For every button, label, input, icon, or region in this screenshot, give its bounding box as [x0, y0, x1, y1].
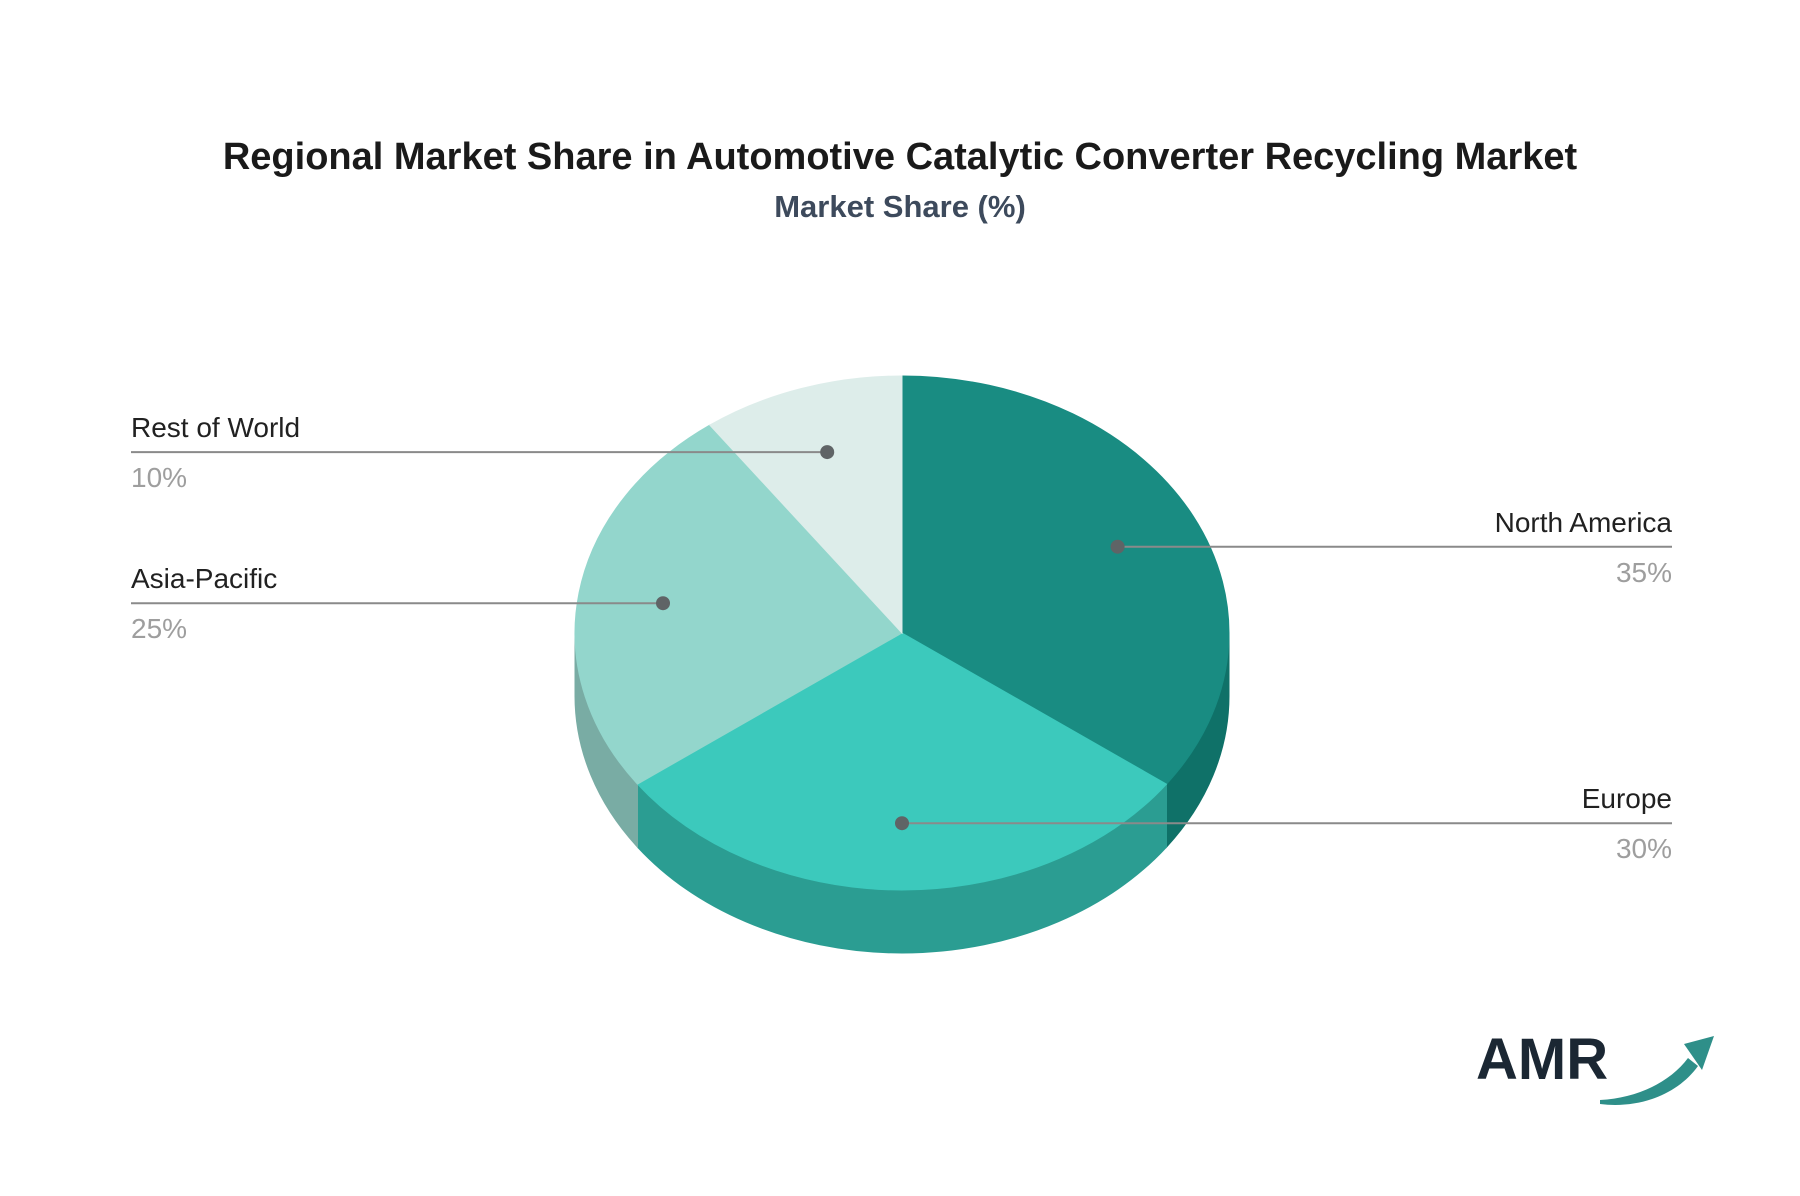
amr-logo-text: AMR [1476, 1027, 1609, 1092]
slice-label-europe: Europe [1581, 783, 1672, 815]
slice-label-rest-of-world: Rest of World [131, 412, 301, 444]
chart-subtitle: Market Share (%) [774, 189, 1026, 224]
slice-value-rest-of-world: 10% [131, 462, 188, 494]
slice-value-asia-pacific: 25% [131, 613, 188, 645]
growth-arrow-icon [1600, 1036, 1714, 1105]
slice-value-north-america: 35% [1615, 556, 1672, 588]
slice-label-asia-pacific: Asia-Pacific [131, 563, 278, 595]
amr-logo: AMR [1476, 1026, 1714, 1116]
slice-label-north-america: North America [1494, 506, 1672, 538]
chart-title: Regional Market Share in Automotive Cata… [222, 136, 1578, 178]
slice-value-europe: 30% [1615, 833, 1672, 865]
